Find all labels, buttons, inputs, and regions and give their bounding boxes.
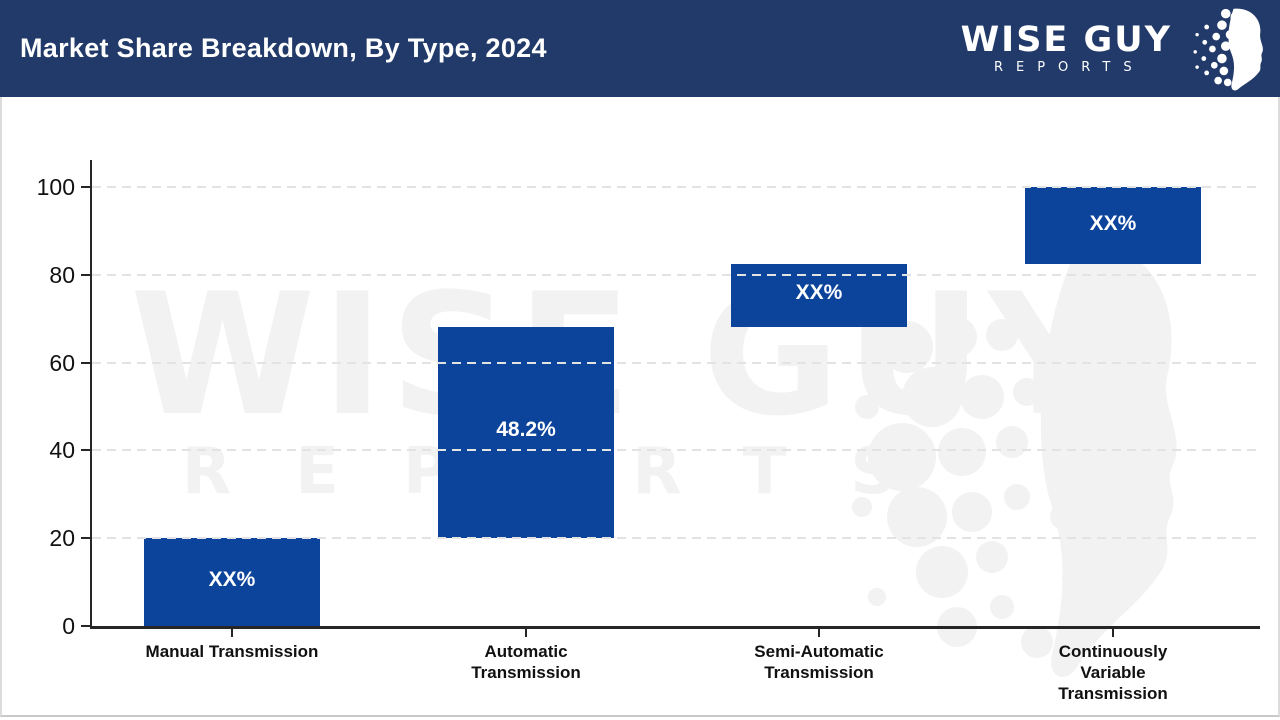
y-tick-label-100: 100 (36, 174, 75, 200)
bar-value-label-4: XX% (1089, 211, 1137, 235)
y-tick-100 (81, 186, 90, 188)
x-tick-2 (525, 629, 527, 637)
y-tick-20 (81, 537, 90, 540)
gridline-60 (92, 361, 1260, 364)
y-tick-label-60: 60 (49, 349, 75, 376)
x-axis (90, 626, 1260, 629)
logo-subtitle: REPORTS (993, 60, 1145, 75)
x-tick-4 (1112, 629, 1114, 637)
gridline-80 (92, 273, 1260, 276)
y-tick-label-0: 0 (62, 613, 75, 639)
header-bar: Market Share Breakdown, By Type, 2024 WI… (0, 0, 1280, 97)
bar-1 (144, 538, 320, 626)
category-label-3: Semi-Automatic Transmission (754, 642, 884, 682)
category-label-4: Continuously Variable Transmission (1058, 642, 1168, 703)
wiseguy-logo-face-icon (1193, 8, 1263, 90)
y-tick-0 (81, 625, 90, 627)
category-label-2: Automatic Transmission (471, 642, 581, 682)
waterfall-chart: 0 20 40 60 80 100 XX% Manual Transmission 48.2% A… (2, 97, 1278, 715)
wiseguy-logo: WISE GUY REPORTS (961, 6, 1264, 92)
x-tick-1 (231, 629, 233, 637)
gridline-100 (92, 186, 1260, 188)
x-tick-3 (818, 629, 820, 637)
y-axis (90, 160, 92, 626)
bar-value-label-3: XX% (795, 281, 843, 305)
y-tick-40 (81, 449, 90, 452)
bar-value-label-2: 48.2% (496, 418, 556, 442)
wiseguy-logo-text: WISE GUY REPORTS (961, 22, 1172, 75)
gridline-20 (92, 537, 1260, 540)
category-label-1: Manual Transmission (145, 642, 319, 661)
bar-value-label-1: XX% (208, 568, 256, 592)
y-tick-60 (81, 361, 90, 364)
y-tick-80 (81, 273, 90, 276)
y-tick-label-80: 80 (49, 261, 75, 288)
page-title: Market Share Breakdown, By Type, 2024 (20, 33, 547, 63)
y-tick-label-40: 40 (49, 437, 75, 464)
logo-wordmark: WISE GUY (960, 20, 1172, 60)
y-tick-label-20: 20 (49, 525, 75, 552)
gridline-40 (92, 449, 1260, 452)
